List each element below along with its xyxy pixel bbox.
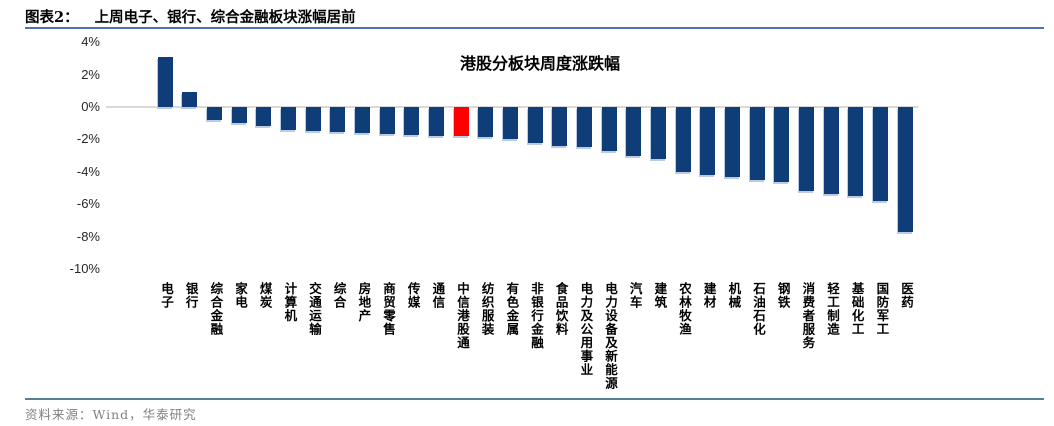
category-label: 纺织服装 xyxy=(479,282,495,336)
y-tick-label: 4% xyxy=(81,34,100,50)
category-label: 食品饮料 xyxy=(553,282,569,336)
chart-bar xyxy=(552,107,568,146)
chart-bar xyxy=(231,107,247,124)
chart-bar xyxy=(379,107,395,134)
category-label: 国防军工 xyxy=(874,282,890,336)
footer-divider xyxy=(25,398,1044,400)
category-label: 银行 xyxy=(183,282,199,309)
category-label: 传媒 xyxy=(405,282,421,309)
y-tick-label: -8% xyxy=(76,228,100,244)
category-label: 非银行金融 xyxy=(529,282,544,350)
category-label: 家电 xyxy=(233,282,248,309)
category-label: 建材 xyxy=(701,282,717,309)
chart-bar xyxy=(354,107,370,133)
figure-number-label: 图表2： xyxy=(25,9,79,26)
chart-bar xyxy=(872,107,888,201)
chart-bar-highlight xyxy=(453,107,469,137)
chart-bar xyxy=(502,107,518,139)
chart-bar xyxy=(182,92,198,107)
chart-bar xyxy=(601,107,617,151)
chart-bar xyxy=(527,107,543,143)
chart-bar xyxy=(774,107,790,182)
y-tick-label: 2% xyxy=(81,66,100,82)
category-label: 医药 xyxy=(899,282,914,309)
y-tick-label: -10% xyxy=(69,261,100,276)
source-note: 资料来源：Wind，华泰研究 xyxy=(25,407,197,422)
category-label: 综合金融 xyxy=(208,282,224,336)
chart-bar xyxy=(650,107,666,159)
chart-bar xyxy=(206,107,222,120)
chart-bar xyxy=(798,107,814,192)
chart-bar xyxy=(749,107,765,180)
category-label: 基础化工 xyxy=(849,282,865,336)
category-label: 消费者服务 xyxy=(800,282,816,350)
category-label: 农林牧渔 xyxy=(677,282,692,336)
chart-bar xyxy=(576,107,592,147)
chart-bar xyxy=(700,107,716,176)
y-tick-label: -4% xyxy=(76,163,100,179)
chart-bar xyxy=(626,107,642,156)
chart-bar xyxy=(724,107,740,178)
category-label: 汽车 xyxy=(627,282,643,309)
y-tick-label: -2% xyxy=(76,131,100,147)
chart-bar xyxy=(675,107,691,172)
chart-bar xyxy=(330,107,346,133)
chart-bar xyxy=(428,107,444,137)
category-label: 轻工制造 xyxy=(825,282,840,336)
category-label: 机械 xyxy=(726,282,742,309)
category-label: 石油石化 xyxy=(751,282,766,336)
category-label: 电子 xyxy=(159,282,174,309)
category-label: 电力设备及新能源 xyxy=(603,282,618,390)
chart-bar xyxy=(305,107,321,132)
chart-bar xyxy=(848,107,864,197)
y-tick-label: -6% xyxy=(76,196,100,212)
chart-bar xyxy=(404,107,420,136)
category-label: 中信港股通 xyxy=(455,282,470,350)
chart-bar xyxy=(478,107,494,137)
category-label: 通信 xyxy=(430,282,446,309)
category-label: 建筑 xyxy=(652,282,668,309)
category-label: 煤炭 xyxy=(257,282,273,309)
category-label: 有色金属 xyxy=(504,282,520,336)
chart-bar xyxy=(280,107,296,130)
chart-title: 港股分板块周度涨跌幅 xyxy=(459,54,620,73)
y-tick-label: 0% xyxy=(81,99,100,114)
category-label: 房地产 xyxy=(356,282,372,323)
category-label: 电力及公用事业 xyxy=(578,282,594,377)
category-label: 计算机 xyxy=(282,282,298,323)
figure-title: 上周电子、银行、综合金融板块涨幅居前 xyxy=(94,9,356,26)
category-label: 交通运输 xyxy=(307,282,322,336)
chart-bar xyxy=(897,107,913,232)
chart-bar xyxy=(157,56,173,107)
figure-header: 图表2： 上周电子、银行、综合金融板块涨幅居前 xyxy=(25,6,356,27)
chart-bar xyxy=(823,107,839,194)
category-label: 商贸零售 xyxy=(381,282,396,336)
category-label: 综合 xyxy=(331,282,347,309)
category-label: 钢铁 xyxy=(775,282,791,309)
header-divider xyxy=(25,27,1044,29)
chart-bar xyxy=(256,107,272,127)
